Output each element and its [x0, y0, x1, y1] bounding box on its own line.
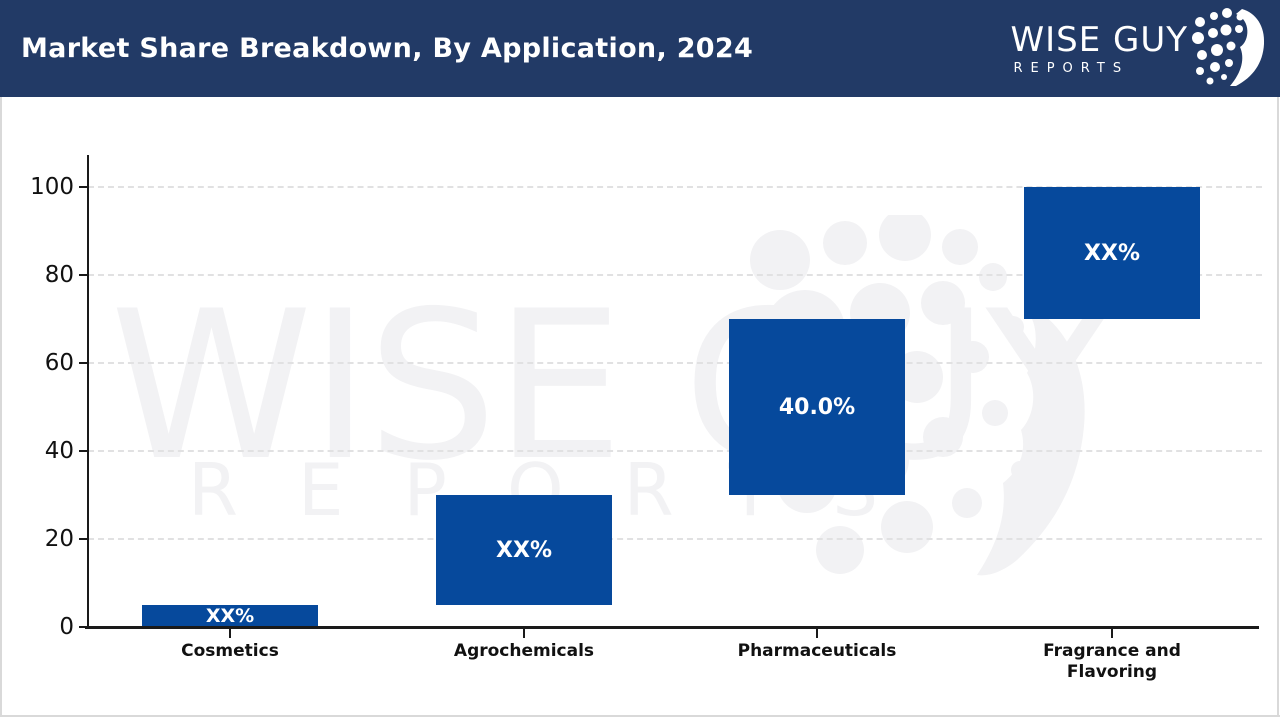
bottom-border [0, 715, 1280, 717]
x-tick-label: Cosmetics [181, 641, 279, 661]
y-tick-mark [79, 362, 88, 364]
brand-logo: WISE GUY REPORTS [1010, 8, 1266, 90]
x-axis-line [85, 626, 1259, 629]
x-tick-mark [523, 629, 525, 638]
wise-guy-face-icon [1190, 6, 1266, 92]
bar-value-label: 40.0% [778, 394, 856, 420]
y-tick-mark [79, 538, 88, 540]
x-tick-label: Agrochemicals [453, 641, 595, 661]
page-title: Market Share Breakdown, By Application, … [21, 33, 754, 64]
x-tick-mark [816, 629, 818, 638]
brand-name: WISE GUY [1010, 19, 1188, 60]
gridline [88, 274, 1262, 276]
bar-value-label: XX% [1084, 240, 1140, 266]
x-tick-mark [1111, 629, 1113, 638]
y-tick-label: 80 [44, 262, 74, 288]
y-tick-mark [79, 450, 88, 452]
gridline [88, 186, 1262, 188]
gridline [88, 362, 1262, 364]
left-border [0, 97, 2, 717]
gridline [88, 538, 1262, 540]
gridline [88, 450, 1262, 452]
y-tick-mark [79, 274, 88, 276]
x-tick-label: Fragrance and Flavoring [1043, 641, 1181, 682]
y-tick-label: 60 [44, 350, 74, 376]
y-tick-label: 100 [30, 174, 74, 200]
brand-logo-text: WISE GUY REPORTS [1010, 22, 1188, 77]
y-tick-label: 20 [44, 526, 74, 552]
header-bar: Market Share Breakdown, By Application, … [0, 0, 1280, 97]
x-tick-mark [229, 629, 231, 638]
y-tick-mark [79, 186, 88, 188]
right-border [1277, 97, 1279, 717]
bar-cosmetics: XX% [142, 605, 318, 627]
y-tick-label: 0 [59, 614, 74, 640]
bar-value-label: XX% [496, 537, 552, 563]
bar-fragrance-and-flavoring: XX% [1024, 187, 1200, 319]
brand-subtitle: REPORTS [1013, 60, 1130, 76]
y-tick-label: 40 [44, 438, 74, 464]
bar-value-label: XX% [205, 605, 255, 627]
x-tick-label: Pharmaceuticals [737, 641, 897, 661]
y-axis-line [87, 155, 89, 628]
bar-pharmaceuticals: 40.0% [729, 319, 905, 495]
bar-agrochemicals: XX% [436, 495, 612, 605]
y-tick-mark [79, 626, 88, 628]
